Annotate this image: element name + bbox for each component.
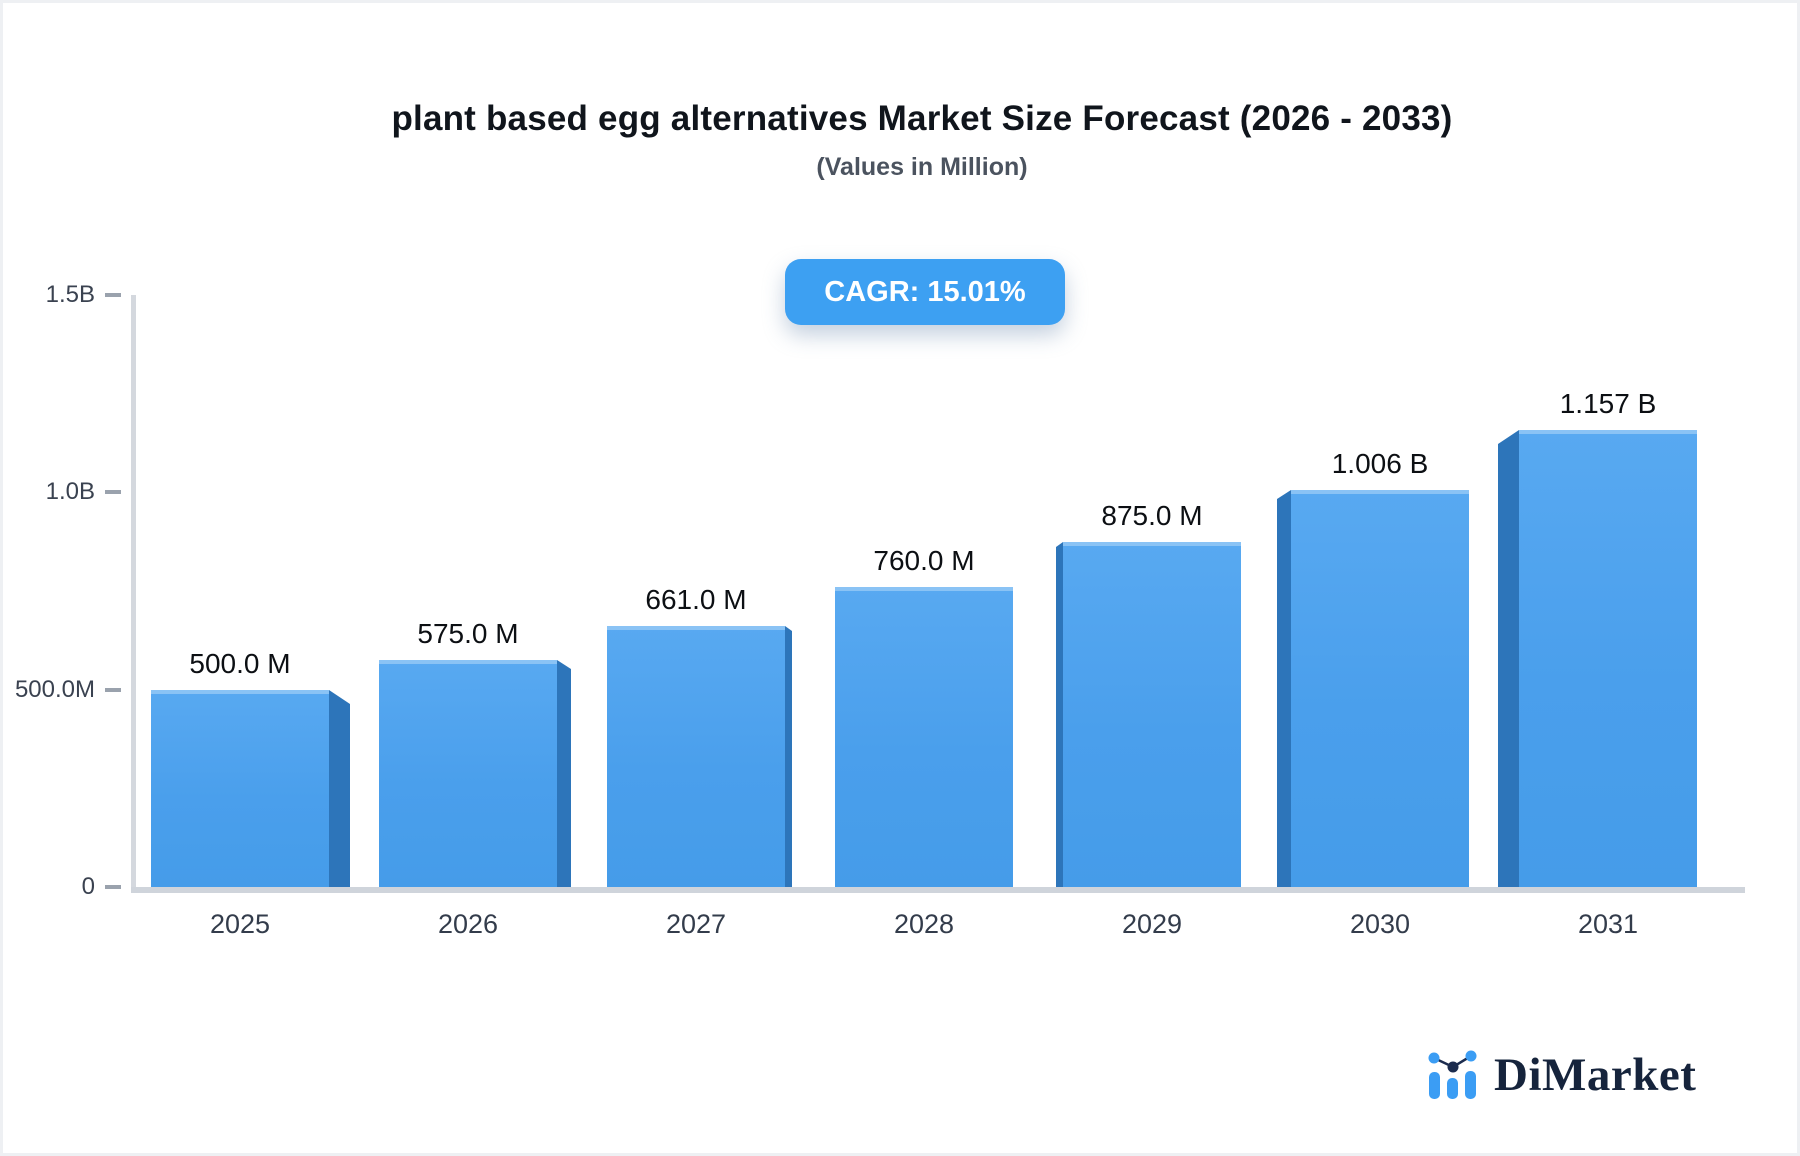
mini-bar-line-chart-icon <box>1427 1049 1481 1101</box>
bar-2029[interactable] <box>1063 542 1241 887</box>
plot-area: 0 500.0M 1.0B 1.5B 500.0 M 2025 575.0 M 2026 661… <box>3 3 1797 1153</box>
x-axis-label: 2030 <box>1349 909 1411 939</box>
bar-3d-side-2030 <box>1277 490 1291 887</box>
brand-logo: DiMarket <box>1427 1047 1696 1103</box>
bar-3d-side-2025 <box>329 690 350 887</box>
y-tick-label: 0 <box>81 873 95 900</box>
bar-2025[interactable] <box>151 690 329 887</box>
brand-name: DiMarket <box>1494 1049 1697 1101</box>
bar-2031[interactable] <box>1519 430 1697 887</box>
bar-3d-side-2031 <box>1498 430 1519 887</box>
y-tick-mark <box>105 885 121 889</box>
x-axis-baseline <box>131 887 1745 893</box>
chart-subtitle: (Values in Million) <box>816 153 1028 181</box>
bar-value-label: 1.006 B <box>1331 448 1429 479</box>
y-tick-label: 1.0B <box>45 478 95 506</box>
x-axis-label: 2028 <box>893 909 955 939</box>
bar-value-label: 661.0 M <box>645 584 747 615</box>
y-tick-label: 1.5B <box>45 281 95 308</box>
y-tick-mark <box>105 490 121 495</box>
bar-3d-side-2026 <box>557 660 571 887</box>
x-axis-label: 2027 <box>665 909 727 939</box>
x-axis-label: 2025 <box>209 909 271 939</box>
bar-value-label: 760.0 M <box>873 545 975 576</box>
x-axis-label: 2031 <box>1577 909 1639 939</box>
bar-value-label: 1.157 B <box>1559 388 1657 419</box>
y-tick-label: 500.0M <box>14 675 95 703</box>
y-tick-mark <box>105 687 121 692</box>
bar-3d-side-2027 <box>785 626 792 887</box>
bar-2026[interactable] <box>379 660 557 887</box>
y-axis-line <box>131 295 136 892</box>
y-tick-mark <box>105 293 121 297</box>
x-axis-label: 2026 <box>437 909 499 939</box>
bar-2030[interactable] <box>1291 490 1469 887</box>
x-axis-label: 2029 <box>1121 909 1183 939</box>
bar-value-label: 500.0 M <box>189 648 291 679</box>
cagr-badge: CAGR: 15.01% <box>785 259 1065 325</box>
bar-2027[interactable] <box>607 626 785 887</box>
chart-title: plant based egg alternatives Market Size… <box>391 99 1453 138</box>
bar-value-label: 575.0 M <box>417 618 519 649</box>
bar-3d-side-2029 <box>1056 542 1063 887</box>
bar-value-label: 875.0 M <box>1101 500 1203 531</box>
bar-2028[interactable] <box>835 587 1013 887</box>
